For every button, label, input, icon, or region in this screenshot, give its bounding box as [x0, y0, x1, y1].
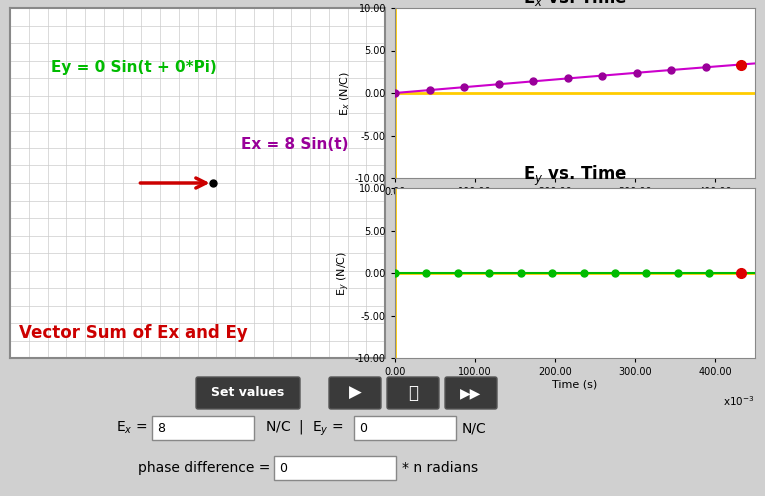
Y-axis label: E$_y$ (N/C): E$_y$ (N/C) — [336, 250, 352, 296]
FancyBboxPatch shape — [354, 416, 456, 440]
FancyBboxPatch shape — [387, 377, 439, 409]
Text: N/C: N/C — [462, 421, 487, 435]
FancyBboxPatch shape — [274, 456, 396, 480]
Text: 0: 0 — [279, 461, 287, 475]
Text: phase difference =: phase difference = — [138, 461, 270, 475]
Text: 8: 8 — [157, 422, 165, 434]
Text: Set values: Set values — [211, 386, 285, 399]
Text: Vector Sum of Ex and Ey: Vector Sum of Ex and Ey — [19, 324, 248, 343]
X-axis label: Time (s): Time (s) — [552, 200, 597, 210]
Text: Ex = 8 Sin(t): Ex = 8 Sin(t) — [241, 137, 349, 152]
FancyBboxPatch shape — [329, 377, 381, 409]
Text: ▶: ▶ — [349, 384, 361, 402]
Text: 0: 0 — [359, 422, 367, 434]
Text: x10$^{-3}$: x10$^{-3}$ — [724, 394, 755, 408]
X-axis label: Time (s): Time (s) — [552, 380, 597, 390]
Title: E$_y$ vs. Time: E$_y$ vs. Time — [522, 164, 627, 188]
FancyBboxPatch shape — [152, 416, 254, 440]
Title: E$_x$ vs. Time: E$_x$ vs. Time — [522, 0, 627, 8]
Text: * n radians: * n radians — [402, 461, 478, 475]
Text: ⏸: ⏸ — [408, 384, 418, 402]
Text: ▶▶: ▶▶ — [461, 386, 482, 400]
Text: x10$^{-3}$: x10$^{-3}$ — [724, 214, 755, 228]
Text: E$_x$ =: E$_x$ = — [116, 420, 148, 436]
Text: N/C  |  E$_y$ =: N/C | E$_y$ = — [265, 418, 343, 437]
FancyBboxPatch shape — [445, 377, 497, 409]
Y-axis label: E$_x$ (N/C): E$_x$ (N/C) — [339, 70, 352, 116]
FancyBboxPatch shape — [196, 377, 300, 409]
Text: Ey = 0 Sin(t + 0*Pi): Ey = 0 Sin(t + 0*Pi) — [51, 60, 216, 75]
